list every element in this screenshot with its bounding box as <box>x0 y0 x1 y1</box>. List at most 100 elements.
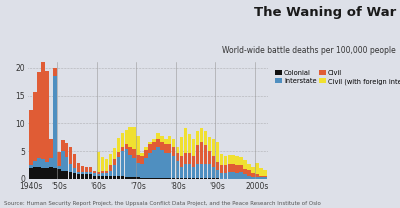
Bar <box>239 165 243 172</box>
Bar <box>132 177 136 179</box>
Bar <box>212 156 215 167</box>
Bar <box>140 153 144 156</box>
Bar <box>224 173 227 179</box>
Bar <box>140 164 144 178</box>
Bar <box>232 172 235 179</box>
Bar <box>93 176 96 179</box>
Bar <box>164 145 168 153</box>
Bar <box>168 153 172 178</box>
Bar <box>176 178 179 179</box>
Bar <box>239 157 243 165</box>
Bar <box>144 150 148 158</box>
Bar <box>30 165 33 168</box>
Bar <box>184 128 187 153</box>
Bar <box>180 178 183 179</box>
Bar <box>34 161 37 167</box>
Bar <box>124 130 128 144</box>
Bar <box>128 127 132 147</box>
Bar <box>251 177 255 179</box>
Bar <box>109 171 112 176</box>
Bar <box>164 153 168 178</box>
Bar <box>69 147 72 164</box>
Bar <box>204 165 207 178</box>
Bar <box>176 161 179 178</box>
Bar <box>176 147 179 153</box>
Bar <box>220 154 223 165</box>
Bar <box>263 177 266 179</box>
Bar <box>57 166 60 169</box>
Bar <box>160 178 164 179</box>
Bar <box>232 164 235 172</box>
Bar <box>128 177 132 179</box>
Bar <box>140 156 144 164</box>
Bar <box>160 136 164 142</box>
Bar <box>152 150 156 178</box>
Bar <box>148 178 152 179</box>
Bar <box>160 142 164 150</box>
Bar <box>152 142 156 150</box>
Bar <box>85 172 88 175</box>
Bar <box>192 140 195 156</box>
Bar <box>220 165 223 173</box>
Bar <box>93 171 96 173</box>
Bar <box>97 175 100 176</box>
Bar <box>228 172 231 179</box>
Bar <box>132 158 136 177</box>
Bar <box>136 163 140 177</box>
Bar <box>124 144 128 150</box>
Bar <box>105 176 108 179</box>
Bar <box>208 165 211 178</box>
Bar <box>53 68 57 76</box>
Bar <box>180 156 183 167</box>
Bar <box>168 145 172 153</box>
Bar <box>105 160 108 171</box>
Bar <box>113 176 116 179</box>
Bar <box>128 155 132 177</box>
Bar <box>188 178 191 179</box>
Bar <box>136 136 140 155</box>
Bar <box>263 176 266 177</box>
Bar <box>200 142 203 165</box>
Bar <box>69 172 72 179</box>
Bar <box>236 173 239 179</box>
Bar <box>120 151 124 176</box>
Bar <box>263 170 266 176</box>
Bar <box>30 110 33 165</box>
Bar <box>208 137 211 151</box>
Bar <box>77 163 80 172</box>
Bar <box>156 139 160 147</box>
Bar <box>73 168 76 173</box>
Bar <box>192 167 195 178</box>
Bar <box>41 160 45 168</box>
Bar <box>196 145 199 165</box>
Bar <box>120 133 124 147</box>
Bar <box>38 72 41 158</box>
Bar <box>41 57 45 160</box>
Bar <box>128 147 132 155</box>
Bar <box>255 163 258 174</box>
Bar <box>117 138 120 152</box>
Bar <box>97 172 100 175</box>
Bar <box>105 171 108 173</box>
Bar <box>200 128 203 142</box>
Bar <box>38 167 41 179</box>
Bar <box>247 176 251 179</box>
Bar <box>228 164 231 172</box>
Bar <box>247 170 251 176</box>
Bar <box>224 156 227 165</box>
Text: Source: Human Security Report Project, the Uppsala Conflict Data Project, and th: Source: Human Security Report Project, t… <box>4 201 321 206</box>
Bar <box>120 176 124 179</box>
Bar <box>259 176 262 177</box>
Bar <box>216 170 219 178</box>
Bar <box>164 139 168 145</box>
Bar <box>180 137 183 156</box>
Bar <box>113 148 116 160</box>
Bar <box>97 176 100 179</box>
Bar <box>61 151 64 171</box>
Bar <box>136 177 140 179</box>
Bar <box>109 154 112 165</box>
Bar <box>172 156 176 178</box>
Bar <box>85 167 88 172</box>
Bar <box>45 162 49 168</box>
Legend: Colonial, Interstate, Civil, Civil (with foreign intervention): Colonial, Interstate, Civil, Civil (with… <box>275 70 400 84</box>
